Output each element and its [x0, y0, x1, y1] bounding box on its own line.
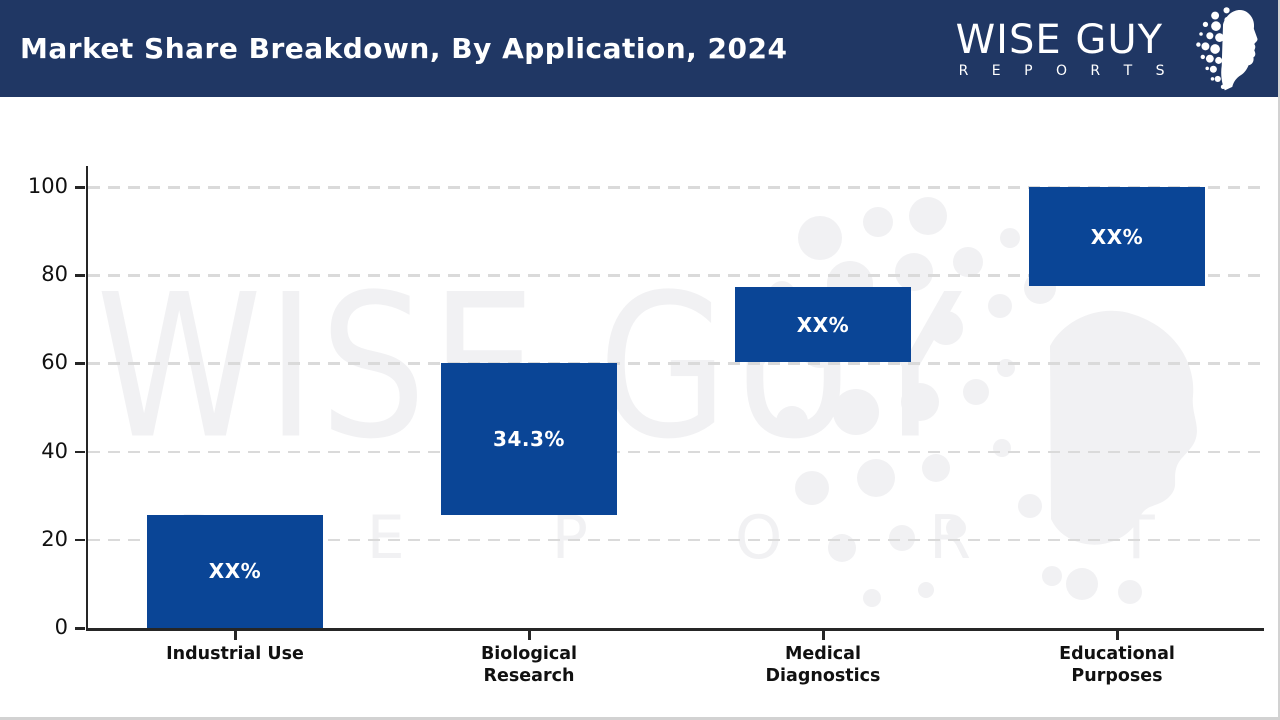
- bar-value-label: XX%: [1090, 224, 1144, 249]
- y-tick-label: 20: [41, 526, 68, 551]
- y-tick-100: [75, 186, 85, 189]
- x-tick-label-educational-purposes: Educational Purposes: [1059, 644, 1175, 686]
- x-tick-medical-diagnostics: [822, 630, 825, 640]
- x-tick-label-medical-diagnostics: Medical Diagnostics: [765, 644, 881, 686]
- logo-text: WISE GUY R E P O R T S: [956, 20, 1174, 79]
- y-tick-20: [75, 538, 85, 542]
- x-tick-educational-purposes: [1116, 630, 1119, 640]
- header-banner: Market Share Breakdown, By Application, …: [0, 0, 1278, 97]
- x-tick-industrial-use: [234, 630, 237, 640]
- logo-subtext: R E P O R T S: [958, 62, 1174, 79]
- bar-value-label: XX%: [208, 559, 262, 584]
- bar-medical-diagnostics: XX%: [735, 287, 911, 363]
- x-tick-biological-research: [528, 630, 531, 640]
- y-tick-label: 80: [41, 262, 68, 287]
- plot-area: 0 20 40 60 80 100 XX% Industrial Use 34.3% Biolog…: [28, 166, 1264, 686]
- y-tick-60: [75, 362, 85, 365]
- bar-educational-purposes: XX%: [1029, 187, 1205, 287]
- brand-logo: WISE GUY R E P O R T S: [956, 6, 1272, 92]
- y-tick-40: [75, 450, 85, 454]
- y-tick-0: [75, 627, 85, 630]
- y-axis-line: [85, 166, 88, 628]
- y-tick-label: 0: [54, 615, 68, 639]
- gridline-60: [88, 362, 1264, 365]
- gridline-100: [88, 186, 1264, 189]
- dotted-face-icon: [1196, 7, 1258, 91]
- page-title: Market Share Breakdown, By Application, …: [20, 32, 788, 65]
- logo-wordmark: WISE GUY: [955, 16, 1164, 63]
- x-axis-line: [85, 628, 1264, 631]
- y-tick-80: [75, 274, 85, 277]
- gridline-80: [88, 274, 1264, 277]
- x-tick-label-biological-research: Biological Research: [480, 644, 578, 686]
- bar-biological-research: 34.3%: [441, 363, 617, 515]
- bar-value-label: 34.3%: [493, 427, 565, 452]
- y-tick-label: 40: [41, 438, 68, 463]
- gridline-40: [88, 450, 1264, 454]
- y-tick-label: 100: [27, 174, 68, 199]
- bar-industrial-use: XX%: [147, 514, 323, 628]
- gridline-20: [88, 538, 1264, 542]
- bar-value-label: XX%: [796, 312, 850, 337]
- x-tick-label-industrial-use: Industrial Use: [166, 644, 304, 664]
- y-tick-label: 60: [41, 350, 68, 375]
